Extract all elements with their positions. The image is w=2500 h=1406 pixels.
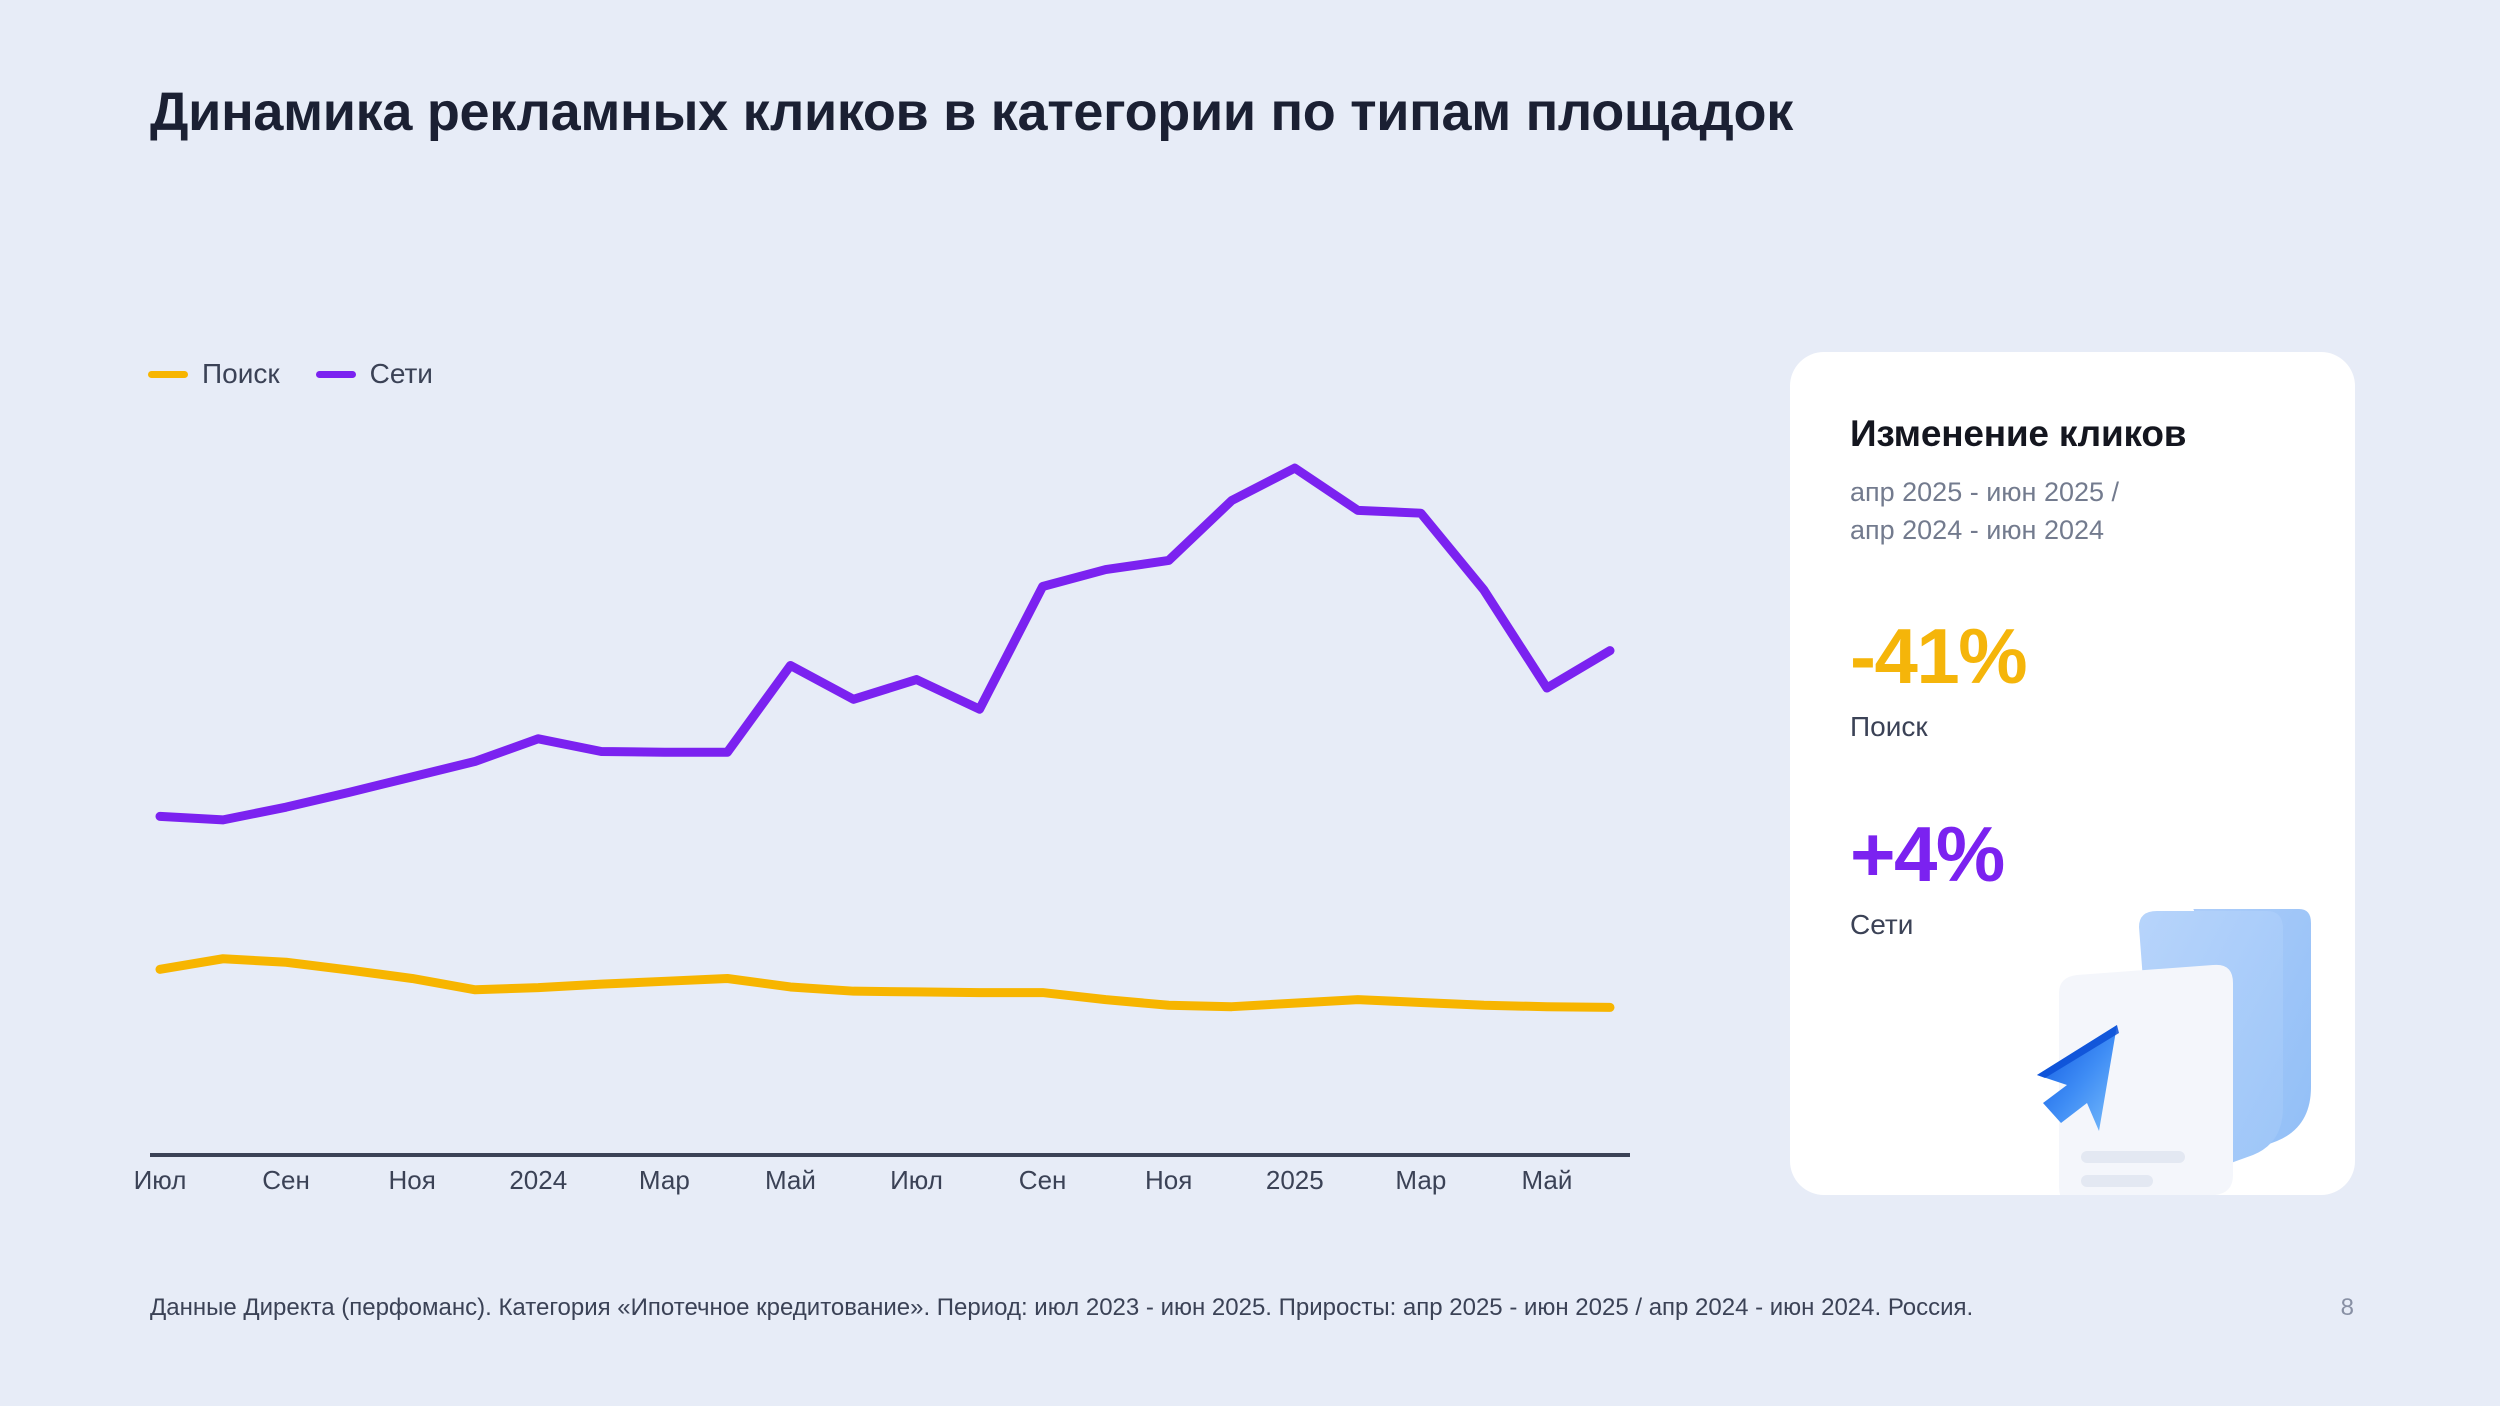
- chart-plot-area: [150, 463, 1630, 1157]
- metric-networks: +4% Сети: [1850, 815, 2315, 941]
- metric-networks-label: Сети: [1850, 908, 1914, 940]
- metrics-card-title: Изменение кликов: [1850, 413, 2187, 454]
- x-axis-tick-3: 2024: [509, 1165, 568, 1195]
- metric-networks-value: +4%: [1850, 809, 2005, 898]
- x-axis-tick-7: Сен: [1018, 1165, 1067, 1195]
- page-number: 8: [2340, 1294, 2354, 1321]
- x-axis-tick-1: Сен: [262, 1165, 310, 1195]
- x-axis-tick-5: Май: [764, 1165, 816, 1195]
- legend-label-search: Поиск: [202, 358, 280, 389]
- x-axis-tick-8: Ноя: [1145, 1165, 1193, 1195]
- chart-line-networks: [155, 463, 1615, 825]
- legend-swatch-search: [148, 370, 188, 378]
- metrics-card-content: Изменение кликов апр 2025 - июн 2025 / а…: [1850, 412, 2315, 941]
- page-title: Динамика рекламных кликов в категории по…: [150, 82, 1793, 142]
- folder-cursor-illustration: [2037, 909, 2311, 1195]
- x-axis-tick-2: Ноя: [388, 1165, 436, 1195]
- line-chart: Июл Сен Ноя 2024 Мар Май Июл Сен Ноя 2025 Мар Май: [134, 400, 1650, 1195]
- metric-search-value: -41%: [1850, 611, 2028, 700]
- chart-legend: Поиск Сети: [148, 358, 433, 390]
- metrics-card-subtitle-line2: апр 2024 - июн 2024: [1850, 514, 2105, 545]
- legend-swatch-networks: [315, 370, 356, 378]
- x-axis-tick-9: 2025: [1265, 1165, 1324, 1195]
- x-axis-tick-0: Июл: [133, 1165, 187, 1195]
- metrics-card-subtitle: апр 2025 - июн 2025 / апр 2024 - июн 202…: [1850, 474, 2315, 549]
- x-axis-tick-6: Июл: [890, 1165, 943, 1195]
- metric-search: -41% Поиск: [1850, 617, 2315, 743]
- x-axis-tick-labels: Июл Сен Ноя 2024 Мар Май Июл Сен Ноя 2025 Мар Май: [134, 1165, 1650, 1215]
- x-axis-tick-11: Май: [1521, 1165, 1573, 1195]
- metric-search-label: Поиск: [1850, 710, 1928, 742]
- footer-note: Данные Директа (перфоманс). Категория «И…: [150, 1294, 1974, 1321]
- x-axis-tick-10: Мар: [1395, 1165, 1447, 1195]
- metrics-card: Изменение кликов апр 2025 - июн 2025 / а…: [1790, 352, 2355, 1195]
- x-axis-tick-4: Мар: [638, 1165, 690, 1195]
- metrics-card-subtitle-line1: апр 2025 - июн 2025 /: [1850, 477, 2120, 508]
- chart-line-search: [155, 954, 1615, 1012]
- legend-item-search: Поиск: [148, 358, 280, 390]
- legend-item-networks: Сети: [315, 358, 433, 390]
- legend-label-networks: Сети: [369, 358, 433, 389]
